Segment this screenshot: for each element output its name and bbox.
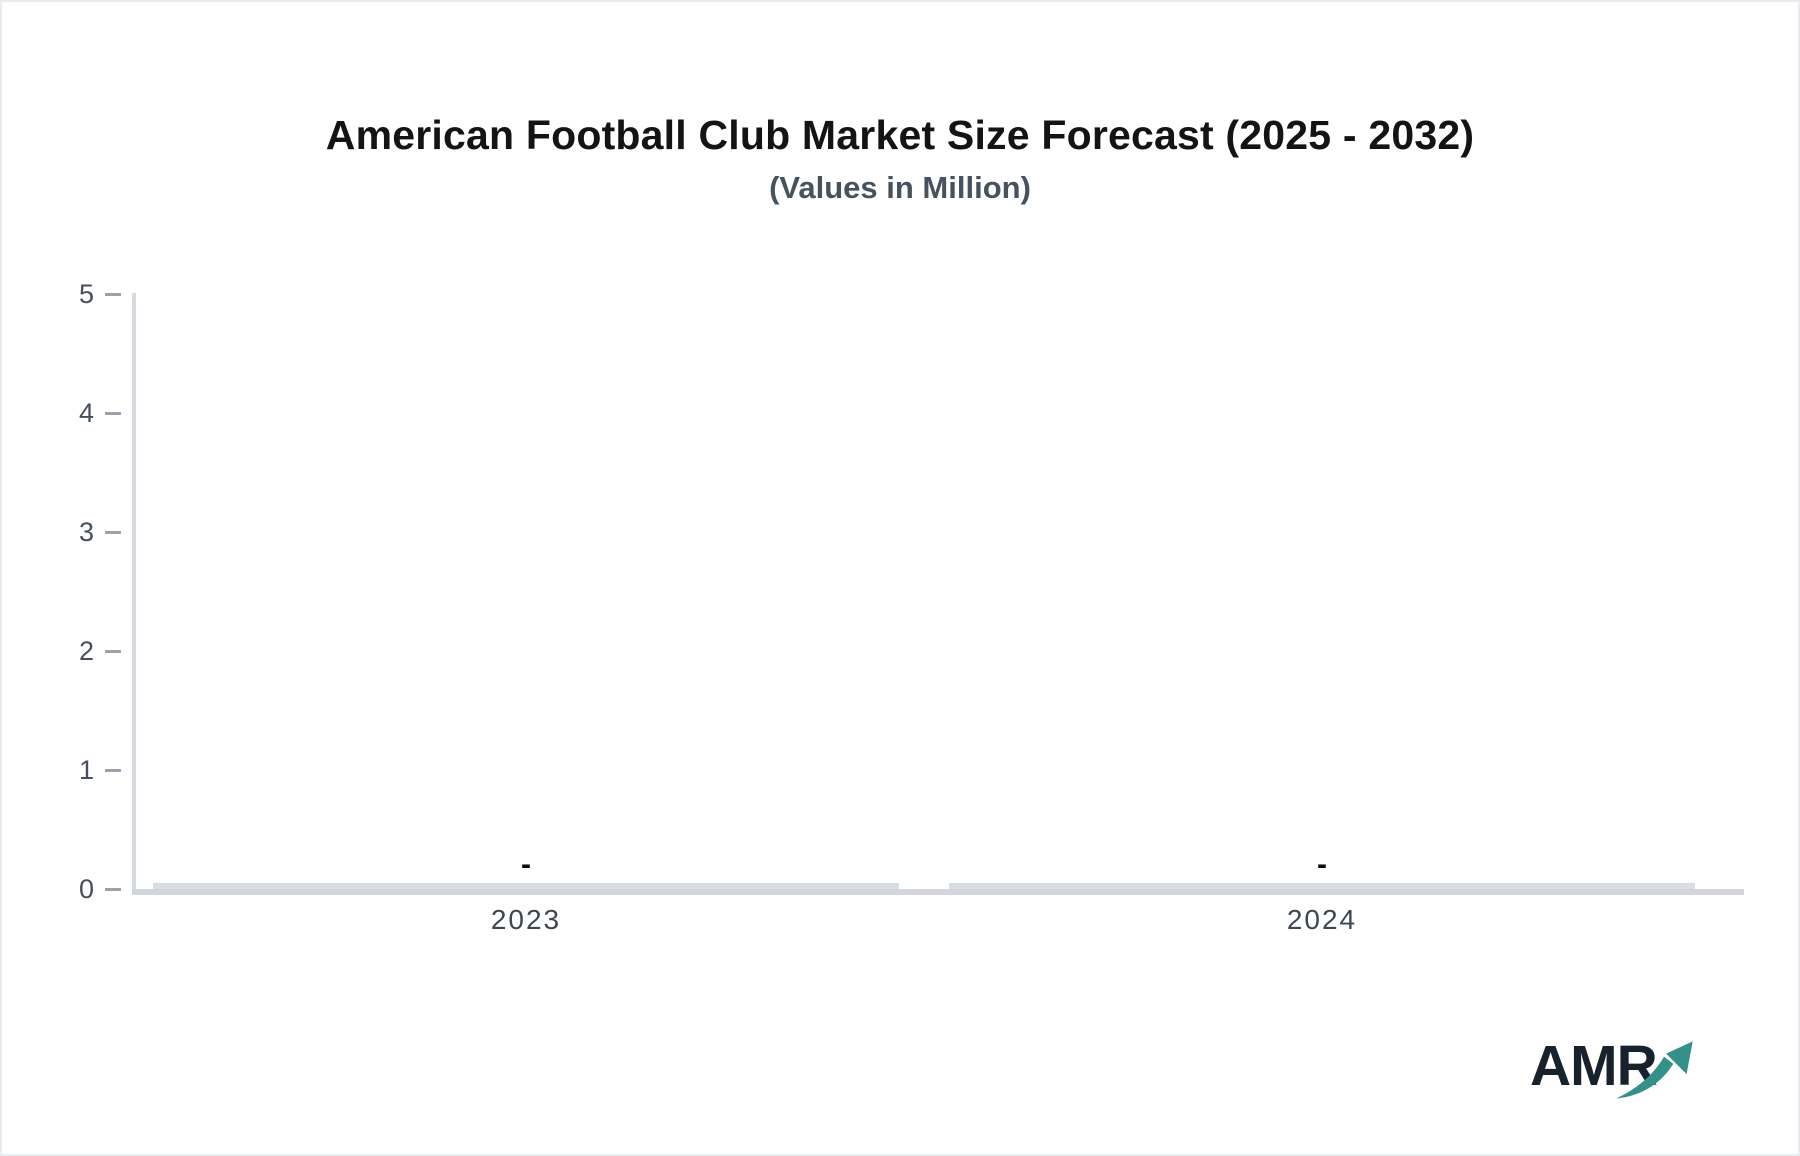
- x-axis-line: [132, 889, 1744, 895]
- x-tick-label: 2024: [1286, 904, 1358, 935]
- y-tick-label: 3: [78, 517, 94, 547]
- chart-title: American Football Club Market Size Forec…: [325, 112, 1475, 158]
- bar-2024: [949, 883, 1695, 889]
- y-tick-label: 0: [78, 874, 94, 904]
- y-tick-label: 5: [78, 279, 94, 309]
- x-tick-label: 2023: [490, 904, 562, 935]
- y-tick-label: 2: [78, 636, 94, 666]
- bar-2023: [153, 883, 899, 889]
- growth-arrow-icon: [1616, 1041, 1693, 1099]
- chart-subtitle: (Values in Million): [769, 170, 1031, 205]
- y-tick-label: 4: [78, 398, 94, 428]
- y-tick-mark: [105, 769, 121, 772]
- y-tick-mark: [105, 412, 121, 415]
- y-tick-mark: [105, 293, 121, 296]
- y-axis-line: [132, 293, 136, 895]
- bar-value-label: -: [521, 848, 531, 881]
- bar-value-label: -: [1317, 848, 1327, 881]
- y-tick-mark: [105, 531, 121, 534]
- y-tick-mark: [105, 650, 121, 653]
- brand-logo: AMR: [1530, 1036, 1720, 1106]
- y-tick-mark: [105, 888, 121, 891]
- y-tick-label: 1: [78, 755, 94, 785]
- logo-text: AMR: [1530, 1034, 1658, 1098]
